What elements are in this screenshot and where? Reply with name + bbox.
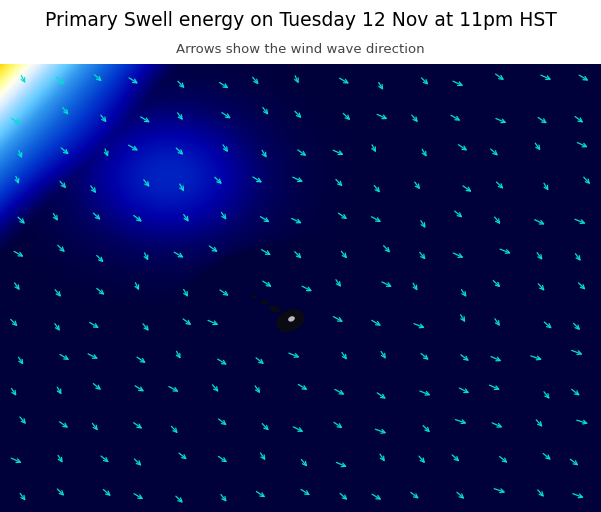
Ellipse shape	[288, 316, 295, 322]
Text: Primary Swell energy on Tuesday 12 Nov at 11pm HST: Primary Swell energy on Tuesday 12 Nov a…	[44, 11, 557, 30]
Ellipse shape	[251, 295, 257, 298]
Ellipse shape	[269, 306, 280, 312]
Ellipse shape	[260, 300, 269, 305]
Text: Arrows show the wind wave direction: Arrows show the wind wave direction	[176, 44, 425, 56]
Ellipse shape	[276, 309, 304, 332]
